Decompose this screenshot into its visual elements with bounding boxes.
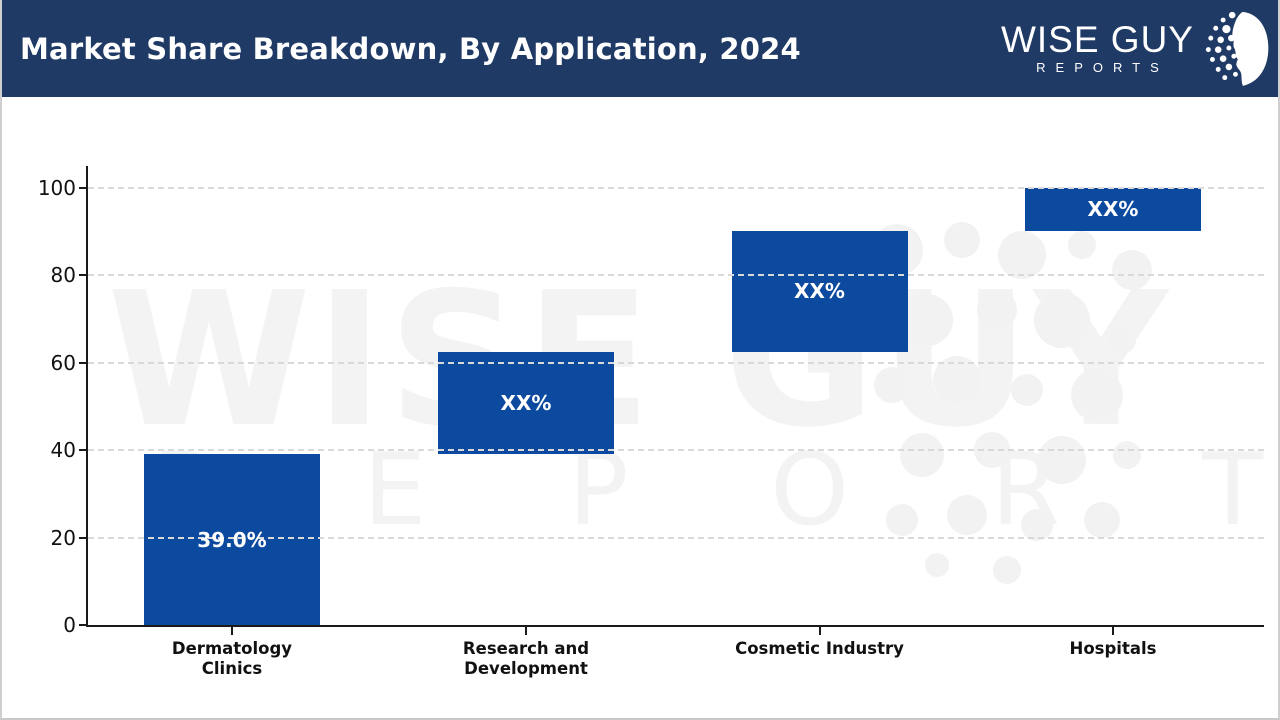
watermark-face-dots [871, 222, 1152, 584]
y-tick-label-100: 100 [37, 175, 76, 200]
wiseguy-logo: WISE GUY REPORTS [1001, 6, 1270, 90]
bar-value-label-2: XX% [794, 279, 845, 304]
waterfall-chart: WISE GUY R E P O R T S [2, 97, 1278, 718]
gridline-80 [88, 274, 1264, 276]
x-category-label-3: Hospitals [1069, 639, 1157, 658]
x-tick-0 [231, 627, 233, 635]
x-tick-3 [1112, 627, 1114, 635]
bar-2 [731, 231, 908, 352]
x-tick-1 [525, 627, 527, 635]
bar-value-label-0: 39.0% [197, 527, 267, 552]
logo-wordmark: WISE GUY REPORTS [1000, 18, 1194, 75]
y-tick-label-60: 60 [50, 350, 76, 375]
gridline-60 [88, 361, 1264, 364]
y-tick-label-0: 0 [63, 613, 76, 637]
logo-face-icon [1205, 11, 1269, 86]
y-tick-20 [79, 536, 87, 539]
y-axis-line [86, 166, 88, 625]
y-tick-80 [79, 274, 87, 276]
y-tick-100 [79, 186, 87, 189]
x-axis-line [86, 625, 1264, 627]
bar-value-label-3: XX% [1087, 197, 1139, 222]
x-category-label-2: Cosmetic Industry [735, 639, 904, 658]
y-tick-60 [79, 361, 87, 364]
bar-3 [1025, 187, 1201, 232]
y-tick-label-80: 80 [50, 263, 76, 287]
y-tick-label-20: 20 [50, 525, 76, 550]
gridline-100 [88, 186, 1264, 189]
page-title: Market Share Breakdown, By Application, … [20, 31, 801, 66]
bar-0 [144, 454, 320, 625]
y-tick-40 [79, 449, 87, 451]
x-tick-2 [818, 627, 821, 635]
y-tick-label-40: 40 [50, 438, 76, 462]
y-tick-0 [79, 624, 87, 626]
bar-value-label-1: XX% [500, 390, 552, 415]
logo-wordmark-line1: WISE GUY [1000, 18, 1194, 60]
bar-1 [438, 351, 614, 455]
logo-wordmark-line2: REPORTS [1036, 59, 1169, 75]
gridline-40 [88, 449, 1264, 451]
x-category-label-1: Research and Development [462, 639, 590, 679]
header-bar: Market Share Breakdown, By Application, … [2, 0, 1278, 97]
x-category-label-0: Dermatology Clinics [171, 639, 293, 679]
gridline-20 [88, 536, 1264, 539]
